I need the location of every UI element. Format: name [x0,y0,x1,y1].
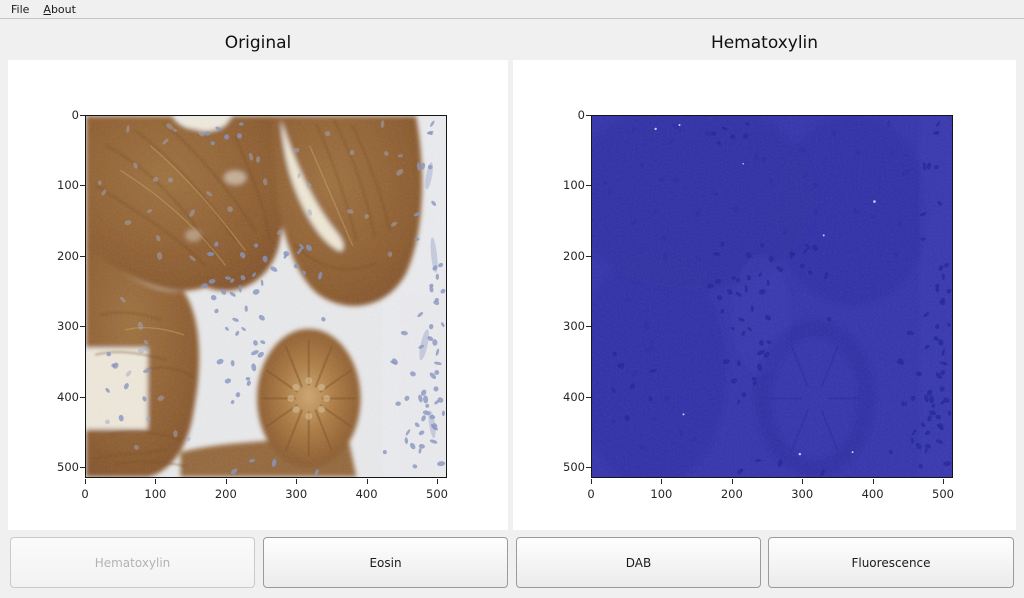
hematoxylin-panel: 0 100 200 300 400 500 0 100 200 300 400 500 [513,60,1016,530]
hematoxylin-button: Hematoxylin [10,537,255,588]
y-tick-label: 300 [563,319,585,334]
x-tick-mark [225,479,227,484]
menu-bar: File About [0,0,1024,19]
x-tick-mark [802,479,804,484]
x-tick-mark [591,479,592,484]
fluorescence-button[interactable]: Fluorescence [768,537,1014,588]
x-tick-mark [661,479,663,484]
y-tick-mark [586,255,591,257]
x-tick-label: 400 [861,487,884,501]
y-tick-label: 200 [563,248,585,263]
y-tick-mark [586,396,591,398]
x-tick-label: 300 [285,487,308,501]
x-tick-label: 300 [791,487,814,501]
y-tick-mark [586,115,591,116]
x-tick-label: 500 [932,487,954,501]
y-tick-mark [80,467,85,468]
original-title: Original [224,33,292,53]
hematoxylin-channel-svg [592,116,952,477]
y-tick-mark [80,115,85,116]
x-tick-label: 400 [355,487,378,501]
y-tick-mark [586,467,591,468]
original-plot: 0 100 200 300 400 500 0 100 200 300 400 500 [55,108,475,525]
x-tick-label: 0 [587,487,595,501]
y-tick-label: 300 [57,319,79,334]
x-tick-label: 500 [426,487,448,501]
y-tick-label: 0 [577,108,585,122]
y-tick-label: 200 [57,248,79,263]
original-histology-svg [86,116,446,477]
x-tick-mark [943,479,944,484]
eosin-button[interactable]: Eosin [263,537,508,588]
y-tick-mark [80,185,85,187]
menu-item-file[interactable]: File [11,2,30,16]
x-tick-label: 200 [214,487,237,501]
x-tick-mark [872,479,874,484]
hematoxylin-plot: 0 100 200 300 400 500 0 100 200 300 400 500 [561,108,981,525]
y-tick-label: 100 [57,178,79,193]
y-tick-mark [80,255,85,257]
y-tick-label: 400 [563,389,585,404]
menu-item-about[interactable]: About [43,2,76,16]
y-tick-mark [80,396,85,398]
x-tick-mark [437,479,438,484]
hematoxylin-title: Hematoxylin [710,33,819,53]
x-tick-mark [85,479,86,484]
y-tick-label: 500 [57,460,79,474]
x-tick-label: 100 [144,487,167,501]
original-image [85,115,447,478]
hematoxylin-image [591,115,953,478]
y-tick-mark [80,326,85,328]
y-tick-label: 0 [71,108,79,122]
dab-button[interactable]: DAB [516,537,761,588]
y-tick-mark [586,326,591,328]
x-tick-mark [296,479,298,484]
x-tick-mark [366,479,368,484]
y-tick-label: 400 [57,389,79,404]
x-tick-label: 200 [720,487,743,501]
x-tick-mark [155,479,157,484]
y-tick-label: 500 [563,460,585,474]
x-tick-label: 100 [650,487,673,501]
original-panel: 0 100 200 300 400 500 0 100 200 300 400 500 [8,60,508,530]
x-tick-label: 0 [81,487,89,501]
y-tick-mark [586,185,591,187]
x-tick-mark [731,479,733,484]
y-tick-label: 100 [563,178,585,193]
